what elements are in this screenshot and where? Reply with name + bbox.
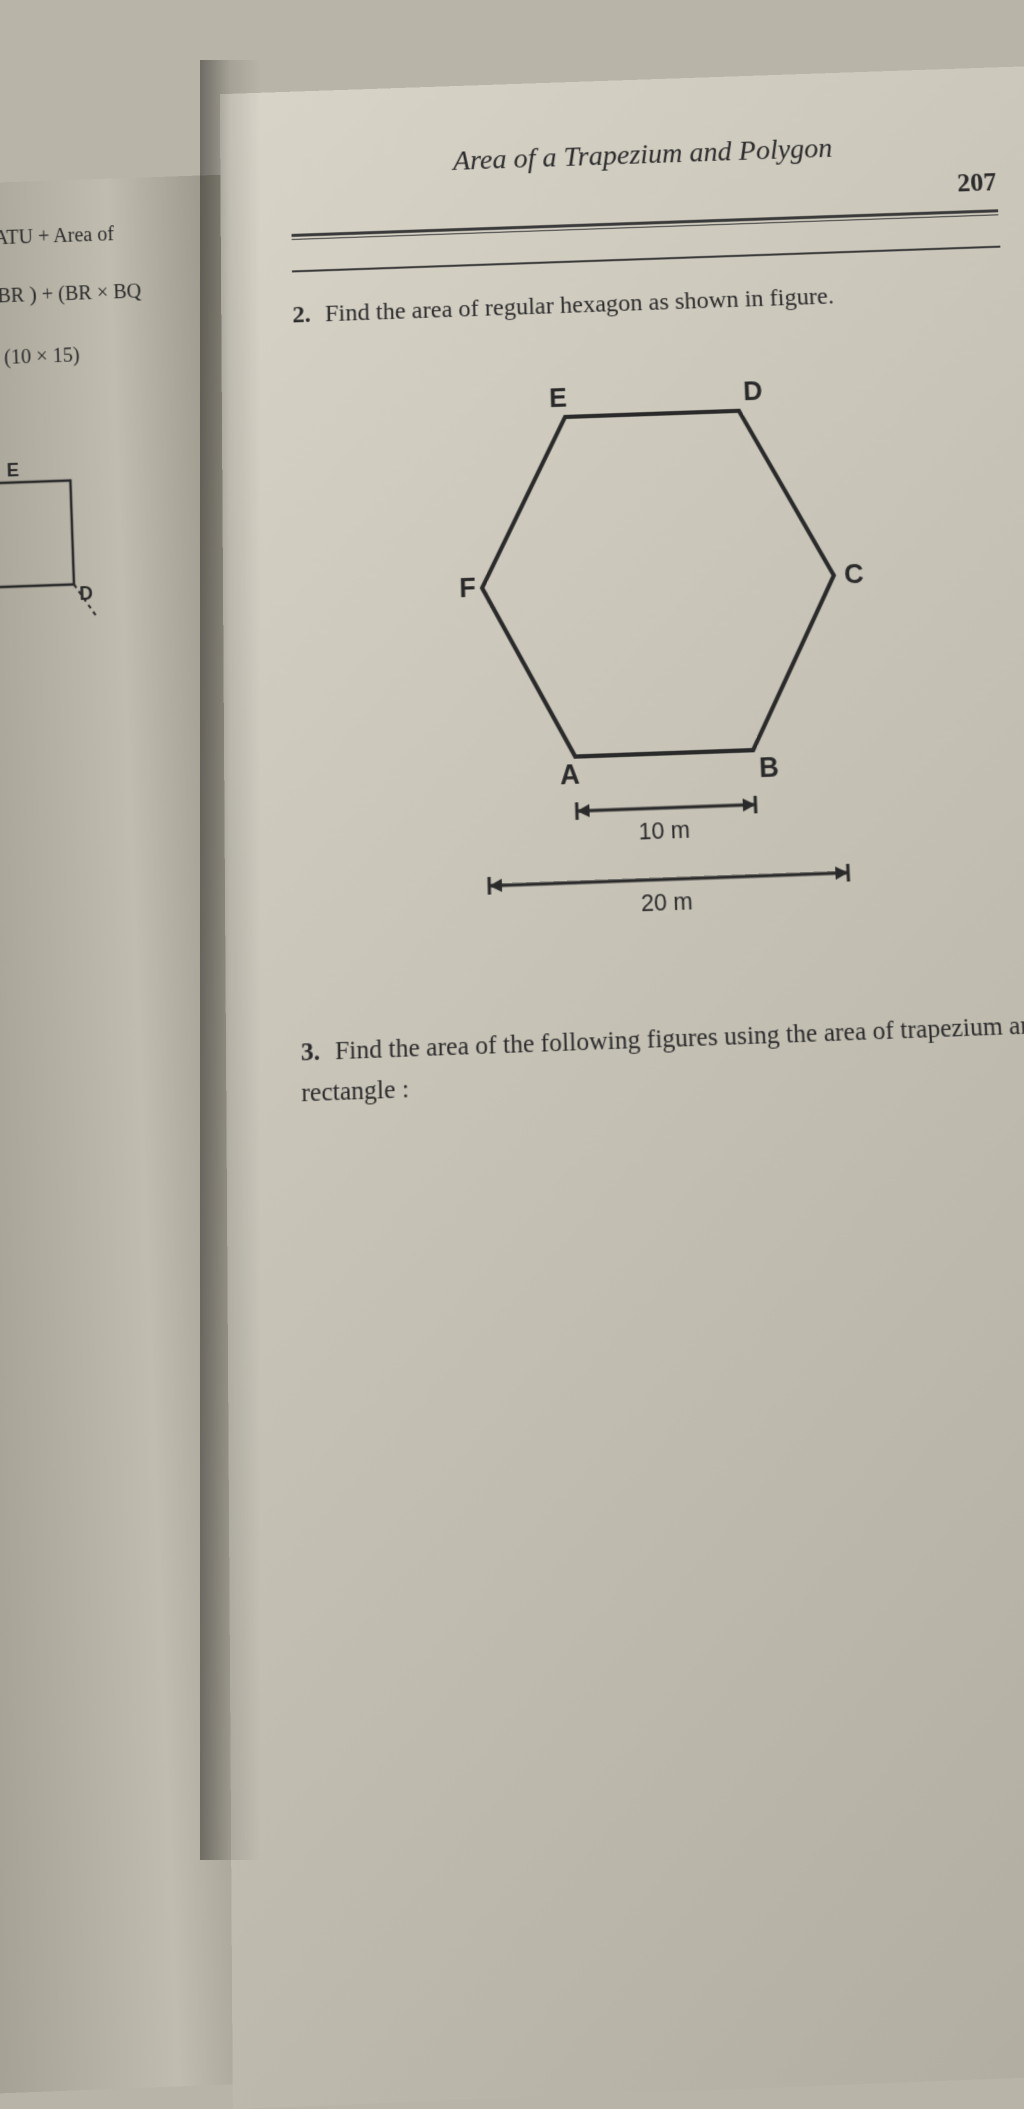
left-line-1-text: Area of Δ ATU + Area of bbox=[0, 223, 114, 252]
header-single-rule bbox=[292, 246, 1000, 273]
vertex-f: F bbox=[459, 573, 476, 603]
sketch-label-d: D bbox=[79, 582, 93, 604]
question-2: 2. Find the area of regular hexagon as s… bbox=[292, 272, 1004, 334]
vertex-a: A bbox=[560, 760, 581, 791]
dim-line-fc bbox=[489, 873, 848, 886]
tick-ab-right bbox=[755, 796, 756, 813]
book-spine-shadow bbox=[200, 60, 260, 1860]
left-line-2a: × BS × BR bbox=[0, 284, 25, 309]
question-3: 3. Find the area of the following figure… bbox=[301, 1005, 1024, 1114]
sketch-box bbox=[0, 480, 74, 588]
vertex-b: B bbox=[759, 752, 780, 783]
vertex-e: E bbox=[549, 384, 568, 414]
dim-label-20m: 20 m bbox=[641, 887, 694, 917]
right-page: Area of a Trapezium and Polygon 207 2. F… bbox=[220, 66, 1024, 2109]
arrow-left-ab bbox=[577, 804, 590, 818]
left-sketch-prism: F E D 4 cm bbox=[0, 458, 106, 631]
arrow-left-fc bbox=[489, 879, 502, 893]
hexagon-figure: E D C B A F 10 m 20 m bbox=[293, 339, 1024, 987]
q3-number: 3. bbox=[301, 1037, 321, 1067]
q2-text: Find the area of regular hexagon as show… bbox=[325, 283, 835, 327]
hexagon-svg: E D C B A F 10 m 20 m bbox=[364, 342, 969, 985]
dim-line-ab bbox=[577, 805, 756, 811]
left-line-2b: + (BR × BQ bbox=[41, 280, 141, 306]
sketch-label-e: E bbox=[6, 459, 19, 480]
vertex-c: C bbox=[843, 559, 864, 590]
dim-label-10m: 10 m bbox=[638, 816, 690, 845]
tick-fc-right bbox=[848, 864, 849, 882]
hexagon-polygon bbox=[478, 408, 842, 760]
tick-ab-left bbox=[577, 802, 578, 820]
q2-number: 2. bbox=[292, 301, 311, 328]
vertex-d: D bbox=[743, 377, 763, 407]
q3-text: Find the area of the following figures u… bbox=[301, 1010, 1024, 1108]
